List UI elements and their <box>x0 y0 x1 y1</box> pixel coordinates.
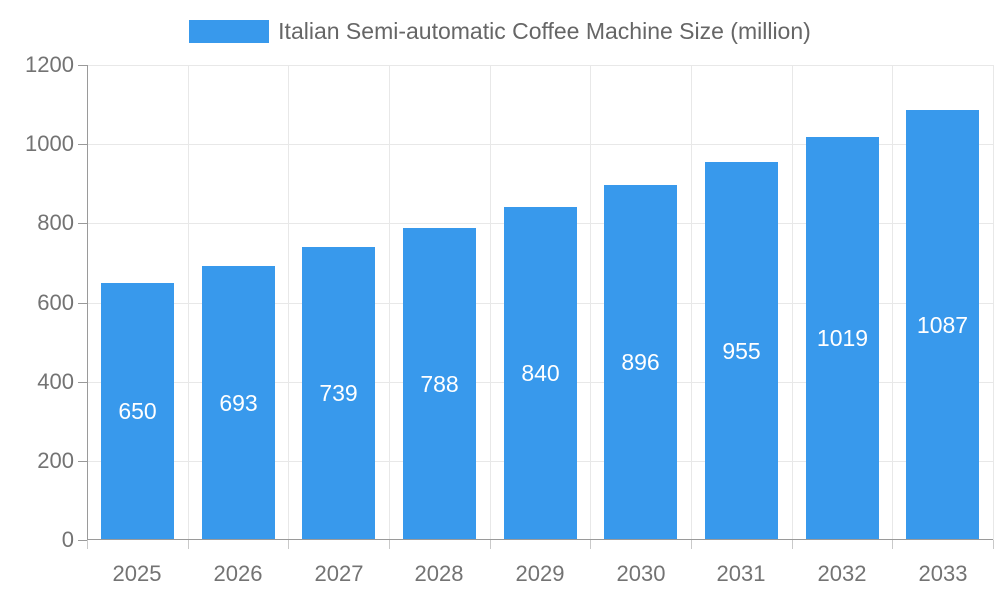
plot-area: 650 693 739 788 840 896 955 1019 1087 <box>87 65 994 540</box>
bar-value-label: 1087 <box>916 311 969 338</box>
y-axis-tick <box>78 144 87 146</box>
bar-value-label: 693 <box>219 389 258 416</box>
legend-swatch-icon <box>189 20 270 43</box>
v-gridline <box>691 65 692 540</box>
x-axis-tick <box>691 540 692 549</box>
x-axis-label: 2033 <box>918 561 968 586</box>
bar-2029[interactable]: 840 <box>504 207 577 540</box>
x-axis-line <box>87 539 993 540</box>
bar-2025[interactable]: 650 <box>101 283 174 540</box>
v-gridline <box>892 65 894 540</box>
bar-2028[interactable]: 788 <box>403 228 476 540</box>
y-axis-label: 600 <box>37 289 74 315</box>
x-axis-label: 2028 <box>414 561 464 586</box>
chart-legend[interactable]: Italian Semi-automatic Coffee Machine Si… <box>0 18 1000 45</box>
x-axis-tick <box>590 540 592 549</box>
y-axis-label: 800 <box>37 210 74 236</box>
x-axis-tick <box>489 540 491 549</box>
bar-2031[interactable]: 955 <box>705 162 778 540</box>
x-axis-tick <box>993 540 994 549</box>
y-axis-tick <box>78 302 87 304</box>
v-gridline <box>590 65 592 540</box>
x-axis-tick <box>87 540 88 549</box>
x-axis-label: 2032 <box>817 561 867 586</box>
x-axis-tick <box>288 540 290 549</box>
x-axis-tick <box>389 540 390 549</box>
y-axis-label: 1200 <box>25 52 74 77</box>
bar-value-label: 840 <box>521 360 560 386</box>
x-axis-tick <box>892 540 894 549</box>
bar-value-label: 739 <box>319 380 358 406</box>
bar-2030[interactable]: 896 <box>604 185 677 540</box>
bar-2027[interactable]: 739 <box>302 247 375 540</box>
bar-2032[interactable]: 1019 <box>806 137 879 540</box>
y-axis-tick <box>78 65 87 66</box>
h-gridline <box>87 144 993 146</box>
h-gridline <box>87 65 993 66</box>
x-axis-label: 2026 <box>213 561 263 586</box>
y-axis-label: 400 <box>37 368 74 394</box>
y-axis-tick <box>78 223 87 225</box>
v-gridline <box>288 65 290 540</box>
y-axis-tick <box>78 460 87 462</box>
x-axis-tick <box>187 540 189 549</box>
y-axis-label: 1000 <box>25 131 74 157</box>
y-axis-tick <box>78 381 87 383</box>
x-axis-tick <box>791 540 793 549</box>
v-gridline <box>489 65 491 540</box>
bar-value-label: 788 <box>420 370 459 397</box>
v-gridline <box>993 65 994 540</box>
bar-2026[interactable]: 693 <box>202 266 275 540</box>
x-axis-label: 2027 <box>314 561 364 586</box>
legend-label: Italian Semi-automatic Coffee Machine Si… <box>278 18 811 44</box>
x-axis-label: 2030 <box>616 561 666 586</box>
x-axis-label: 2025 <box>112 561 162 586</box>
bar-2033[interactable]: 1087 <box>906 110 979 540</box>
x-axis-label: 2031 <box>716 561 766 586</box>
y-axis-label: 0 <box>61 527 74 552</box>
y-axis-tick <box>78 540 87 541</box>
v-gridline <box>389 65 390 540</box>
bar-value-label: 1019 <box>816 325 869 351</box>
x-axis-label: 2029 <box>515 561 565 586</box>
v-gridline <box>791 65 793 540</box>
bar-value-label: 896 <box>621 349 660 375</box>
bar-value-label: 650 <box>118 398 157 424</box>
v-gridline <box>187 65 189 540</box>
y-axis-label: 200 <box>37 447 74 473</box>
y-axis-line <box>87 65 88 540</box>
bar-value-label: 955 <box>722 337 761 364</box>
